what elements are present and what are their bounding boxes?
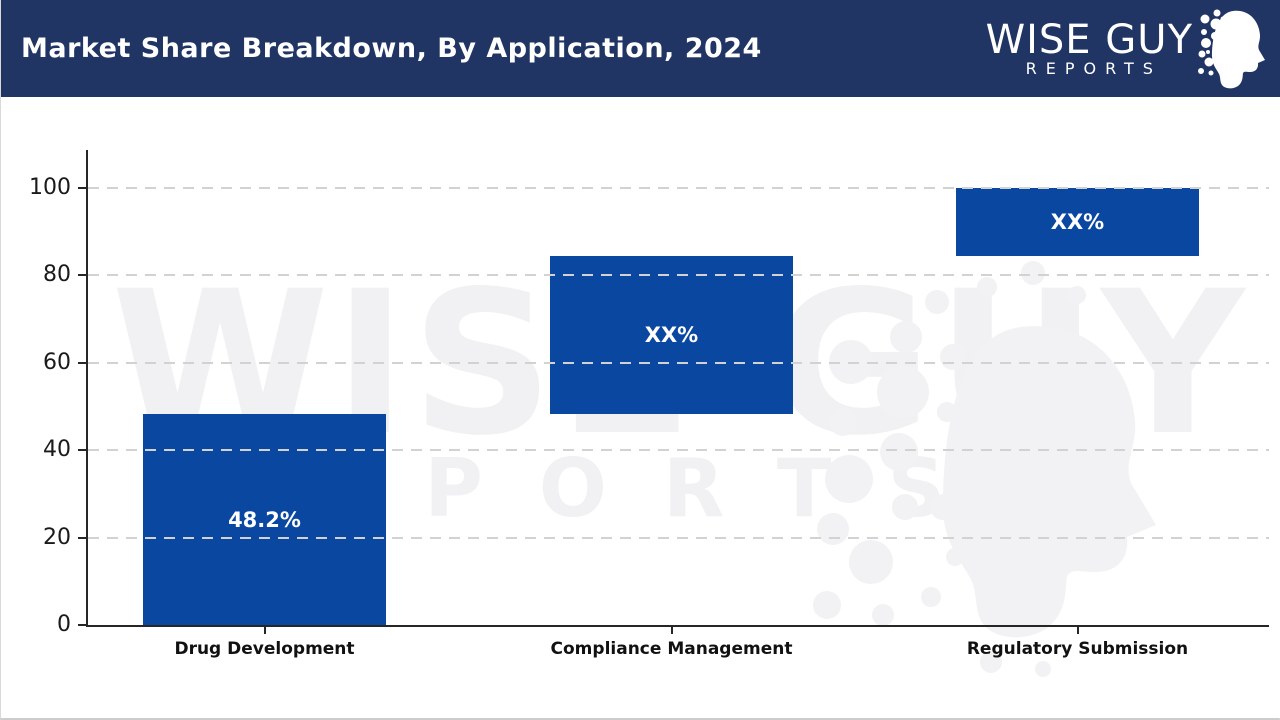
- y-tick-label-20: 20: [43, 524, 71, 550]
- bar-value-label: XX%: [1050, 209, 1105, 234]
- logo-text: WISE GUY REPORTS: [986, 19, 1193, 78]
- y-tick-20: [78, 536, 87, 539]
- y-tick-40: [78, 449, 87, 451]
- x-tick-1: [263, 627, 266, 634]
- wise-guy-reports-logo: WISE GUY REPORTS: [986, 5, 1267, 93]
- gridline-40: [88, 449, 1269, 451]
- bar-2: XX%: [550, 256, 793, 415]
- y-tick-0: [78, 624, 87, 626]
- y-tick-100: [78, 186, 87, 189]
- logo-head-icon: [1198, 9, 1265, 88]
- logo-subtitle: REPORTS: [1025, 59, 1162, 78]
- gridline-100: [88, 186, 1269, 189]
- bar-value-label: 48.2%: [228, 507, 301, 532]
- header-bar: Market Share Breakdown, By Application, …: [1, 0, 1280, 97]
- bar-1: 48.2%: [143, 414, 386, 625]
- chart-area: WISE GUY REPORTS 48.2%XX%XX%020406080100…: [1, 97, 1280, 718]
- y-tick-label-80: 80: [43, 262, 71, 287]
- bar-value-label: XX%: [644, 323, 699, 348]
- gridline-20: [88, 536, 1269, 539]
- y-tick-label-100: 100: [29, 174, 71, 200]
- x-tick-3: [1076, 627, 1079, 634]
- y-tick-60: [78, 361, 87, 364]
- x-category-label-1: Drug Development: [174, 639, 355, 659]
- x-tick-2: [670, 627, 673, 634]
- bar-3: XX%: [956, 187, 1199, 257]
- y-axis-line: [86, 150, 88, 627]
- x-category-label-3: Regulatory Submission: [966, 639, 1189, 659]
- y-tick-label-60: 60: [43, 349, 71, 375]
- gridline-80: [88, 274, 1269, 276]
- watermark-head-icon: [813, 261, 1156, 677]
- y-tick-label-0: 0: [57, 612, 71, 637]
- gridline-60: [88, 361, 1269, 364]
- logo-wordmark: WISE GUY: [985, 17, 1193, 63]
- y-tick-80: [78, 274, 87, 276]
- y-tick-label-40: 40: [43, 437, 71, 462]
- x-category-label-2: Compliance Management: [550, 639, 793, 659]
- page-title: Market Share Breakdown, By Application, …: [21, 33, 762, 64]
- x-axis-line: [86, 625, 1269, 627]
